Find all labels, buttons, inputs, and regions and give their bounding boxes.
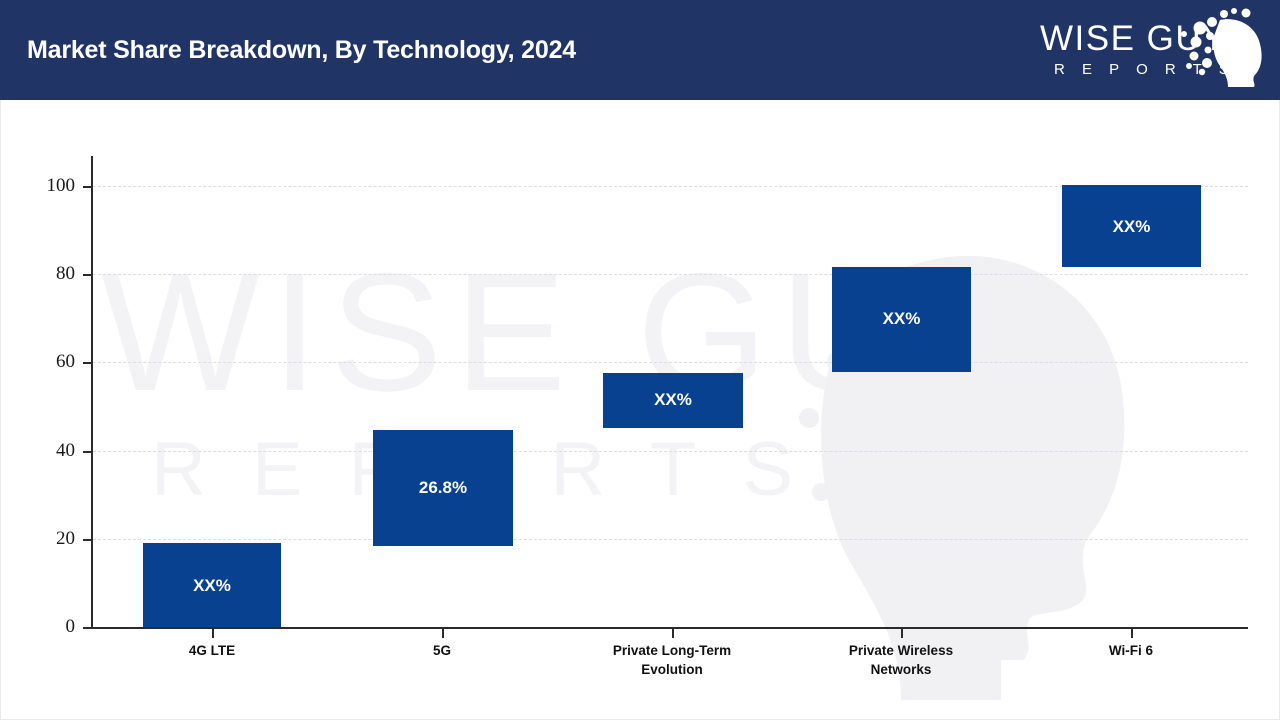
y-tick-80 [83, 274, 92, 276]
gridline-20 [93, 539, 1248, 540]
x-axis-label-4g-lte: 4G LTE [92, 641, 332, 660]
y-tick-label-40: 40 [56, 440, 75, 461]
bar-wi-fi-6[interactable]: XX% [1062, 185, 1201, 267]
y-tick-label-0: 0 [65, 616, 76, 637]
x-axis-label-line: Wi-Fi 6 [1108, 643, 1154, 658]
y-tick-label-60: 60 [56, 351, 75, 372]
y-tick-label-100: 100 [46, 175, 76, 196]
x-axis-label-line: Private Long-Term [612, 643, 732, 658]
x-axis-label-private-long-term-evolution: Private Long-Term Evolution [552, 641, 792, 679]
y-tick-label-80: 80 [56, 263, 75, 284]
x-axis-label-line: 4G LTE [188, 643, 236, 658]
gridline-100 [93, 186, 1248, 187]
y-tick-0 [83, 627, 92, 629]
x-tick-4 [1131, 629, 1133, 638]
y-tick-40 [83, 451, 92, 453]
gridline-40 [93, 451, 1248, 452]
y-tick-label-20: 20 [56, 528, 75, 549]
x-axis-label-line: 5G [432, 643, 451, 658]
bar-label-4g-lte: XX% [193, 576, 231, 595]
page-title: Market Share Breakdown, By Technology, 2… [27, 36, 576, 64]
y-tick-100 [83, 186, 92, 188]
bar-label-private-wireless-networks: XX% [882, 309, 921, 328]
bar-label-private-long-term-evolution: XX% [654, 390, 692, 409]
x-tick-0 [212, 629, 214, 638]
y-axis-line [91, 156, 93, 628]
bar-label-wi-fi-6: XX% [1112, 217, 1151, 236]
header-bar: Market Share Breakdown, By Technology, 2… [0, 0, 1280, 100]
gridline-60 [93, 362, 1248, 363]
x-axis-label-wi-fi-6: Wi-Fi 6 [1011, 641, 1251, 660]
x-tick-1 [442, 629, 444, 638]
gridline-80 [93, 274, 1248, 275]
x-axis-label-private-wireless-networks: Private Wireless Networks [781, 641, 1021, 679]
bar-private-long-term-evolution[interactable]: XX% [603, 373, 743, 428]
bar-private-wireless-networks[interactable]: XX% [832, 267, 971, 372]
x-tick-2 [672, 629, 674, 638]
bar-5g[interactable]: 26.8% [373, 430, 513, 546]
x-axis-label-5g: 5G [322, 641, 562, 660]
x-axis-line [91, 627, 1248, 629]
x-axis-label-line: Evolution [641, 662, 703, 677]
x-tick-3 [901, 629, 903, 638]
y-tick-60 [83, 362, 92, 364]
y-tick-20 [83, 539, 92, 541]
wise-guy-reports-logo: WISE GUY R E P O R T S [1024, 8, 1274, 92]
svg-text:R E P O R T S: R E P O R T S [1054, 61, 1235, 78]
bar-label-5g: 26.8% [418, 478, 468, 497]
bar-4g-lte[interactable]: XX% [143, 543, 281, 627]
x-axis-label-line: Private Wireless [848, 643, 954, 658]
x-axis-label-line: Networks [870, 662, 932, 677]
